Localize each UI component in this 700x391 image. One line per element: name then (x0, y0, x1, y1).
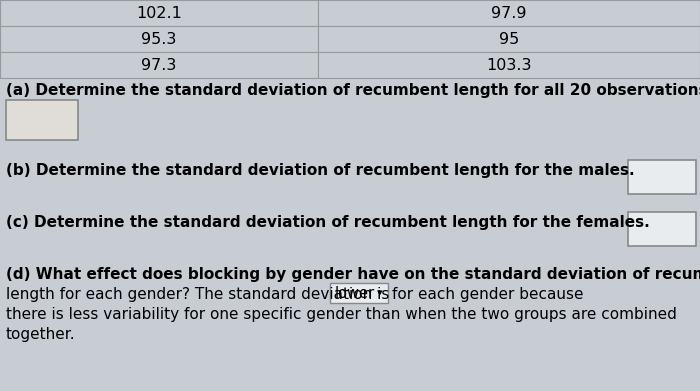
Text: (a) Determine the standard deviation of recumbent length for all 20 observations: (a) Determine the standard deviation of … (6, 83, 700, 98)
Text: lower: lower (335, 285, 375, 301)
Text: 103.3: 103.3 (486, 57, 532, 72)
Text: 97.9: 97.9 (491, 5, 526, 20)
Text: length for each gender? The standard deviation is: length for each gender? The standard dev… (6, 287, 389, 302)
Text: for each gender because: for each gender because (392, 287, 584, 302)
Bar (0, 26, 318, 52)
Bar (0, 0, 318, 26)
Bar (628, 160, 696, 194)
Bar (6, 100, 78, 140)
Text: ▾: ▾ (377, 288, 383, 298)
Bar (330, 283, 388, 303)
Text: (b) Determine the standard deviation of recumbent length for the males.: (b) Determine the standard deviation of … (6, 163, 635, 178)
Text: 102.1: 102.1 (136, 5, 182, 20)
Text: there is less variability for one specific gender than when the two groups are c: there is less variability for one specif… (6, 307, 677, 322)
Text: (d) What effect does blocking by gender have on the standard deviation of recumb: (d) What effect does blocking by gender … (6, 267, 700, 282)
Text: (c) Determine the standard deviation of recumbent length for the females.: (c) Determine the standard deviation of … (6, 215, 650, 230)
Text: 97.3: 97.3 (141, 57, 176, 72)
Bar (318, 0, 700, 26)
Bar (0, 52, 318, 78)
Text: 95.3: 95.3 (141, 32, 176, 47)
Text: 95: 95 (499, 32, 519, 47)
Text: together.: together. (6, 327, 76, 342)
Bar (628, 212, 696, 246)
Bar (318, 26, 700, 52)
Bar (318, 52, 700, 78)
